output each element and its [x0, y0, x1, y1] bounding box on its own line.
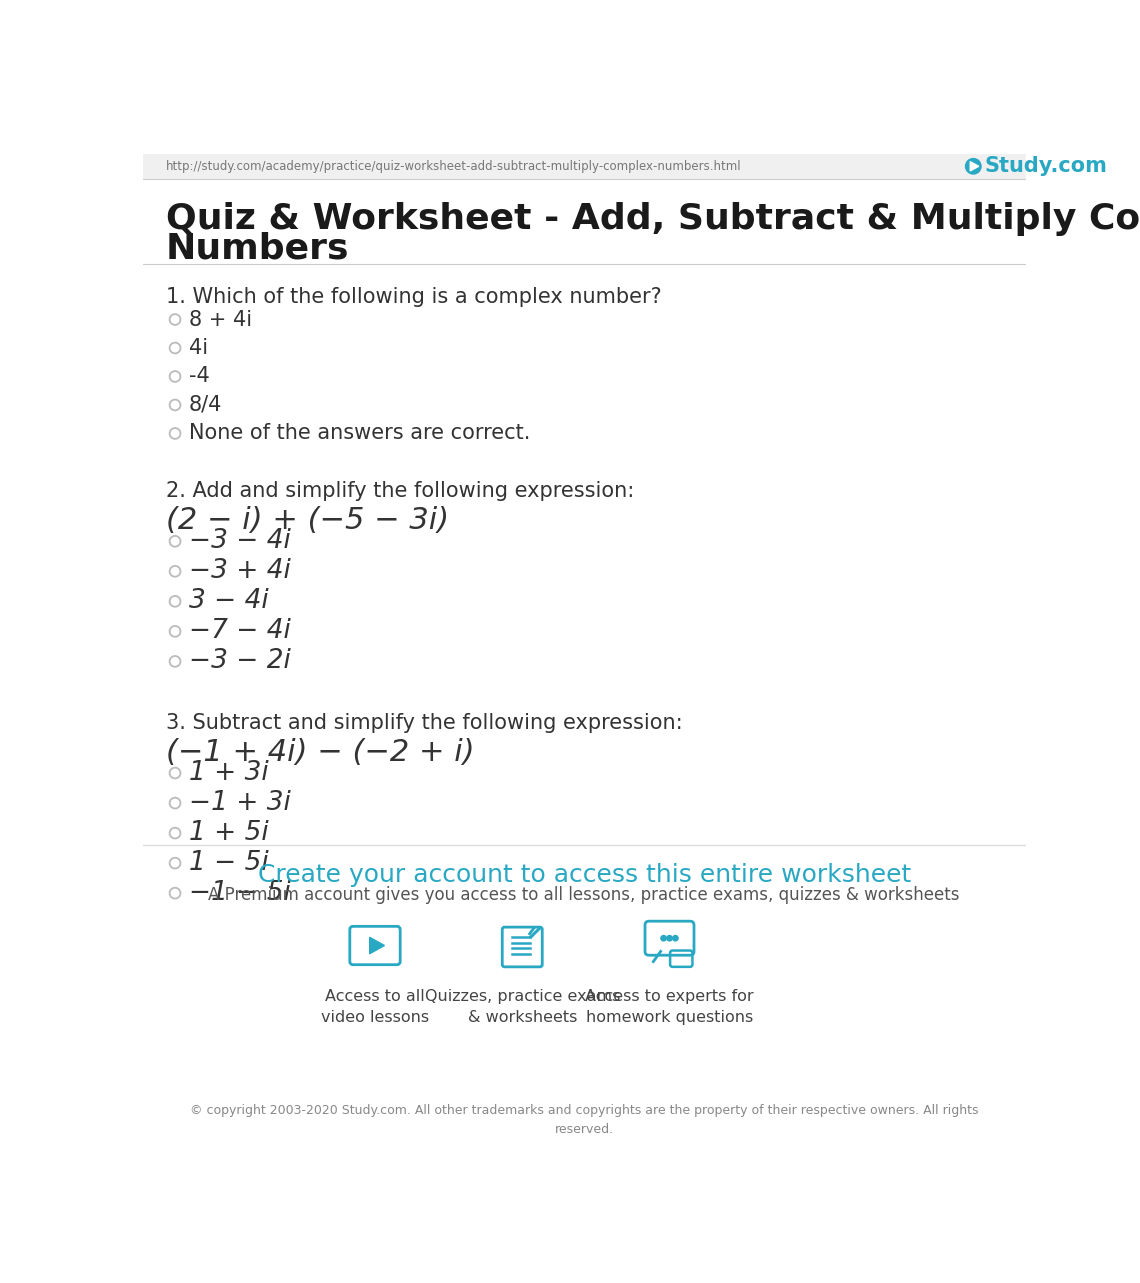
Text: 8 + 4i: 8 + 4i [189, 309, 252, 330]
Text: (−1 + 4i) − (−2 + i): (−1 + 4i) − (−2 + i) [165, 738, 474, 767]
Text: Access to experts for
homework questions: Access to experts for homework questions [585, 989, 754, 1025]
Text: 3 − 4i: 3 − 4i [189, 589, 269, 615]
Text: Create your account to access this entire worksheet: Create your account to access this entir… [258, 862, 911, 887]
Text: None of the answers are correct.: None of the answers are correct. [189, 423, 530, 444]
Text: 1 + 3i: 1 + 3i [189, 760, 269, 786]
Text: 1. Which of the following is a complex number?: 1. Which of the following is a complex n… [165, 287, 661, 307]
Text: 4i: 4i [189, 337, 209, 358]
Text: 8/4: 8/4 [189, 395, 222, 414]
Text: A Premium account gives you access to all lessons, practice exams, quizzes & wor: A Premium account gives you access to al… [209, 887, 960, 905]
Text: -4: -4 [189, 367, 210, 386]
Text: −3 + 4i: −3 + 4i [189, 558, 291, 584]
Circle shape [673, 935, 678, 940]
Text: Study.com: Study.com [984, 157, 1107, 176]
Text: 3. Subtract and simplify the following expression:: 3. Subtract and simplify the following e… [165, 713, 683, 733]
Circle shape [966, 159, 982, 174]
Text: −7 − 4i: −7 − 4i [189, 618, 291, 644]
Circle shape [661, 935, 666, 940]
Text: © copyright 2003-2020 Study.com. All other trademarks and copyrights are the pro: © copyright 2003-2020 Study.com. All oth… [190, 1105, 978, 1137]
Text: −3 − 4i: −3 − 4i [189, 529, 291, 554]
Text: 1 + 5i: 1 + 5i [189, 820, 269, 845]
Text: −1 − 5i: −1 − 5i [189, 880, 291, 906]
Text: −1 + 3i: −1 + 3i [189, 790, 291, 816]
Text: 2. Add and simplify the following expression:: 2. Add and simplify the following expres… [165, 481, 634, 502]
Text: 1 − 5i: 1 − 5i [189, 851, 269, 876]
Text: (2 − i) + (−5 − 3i): (2 − i) + (−5 − 3i) [165, 506, 449, 535]
FancyBboxPatch shape [142, 154, 1026, 178]
Polygon shape [369, 938, 384, 953]
Text: Quizzes, practice exams
& worksheets: Quizzes, practice exams & worksheets [424, 989, 620, 1025]
Text: Numbers: Numbers [165, 232, 349, 266]
Circle shape [667, 935, 673, 940]
Text: Quiz & Worksheet - Add, Subtract & Multiply Complex: Quiz & Worksheet - Add, Subtract & Multi… [165, 203, 1140, 236]
Text: Access to all
video lessons: Access to all video lessons [321, 989, 429, 1025]
Polygon shape [970, 162, 979, 171]
Text: http://study.com/academy/practice/quiz-worksheet-add-subtract-multiply-complex-n: http://study.com/academy/practice/quiz-w… [165, 160, 741, 173]
Text: −3 − 2i: −3 − 2i [189, 648, 291, 675]
